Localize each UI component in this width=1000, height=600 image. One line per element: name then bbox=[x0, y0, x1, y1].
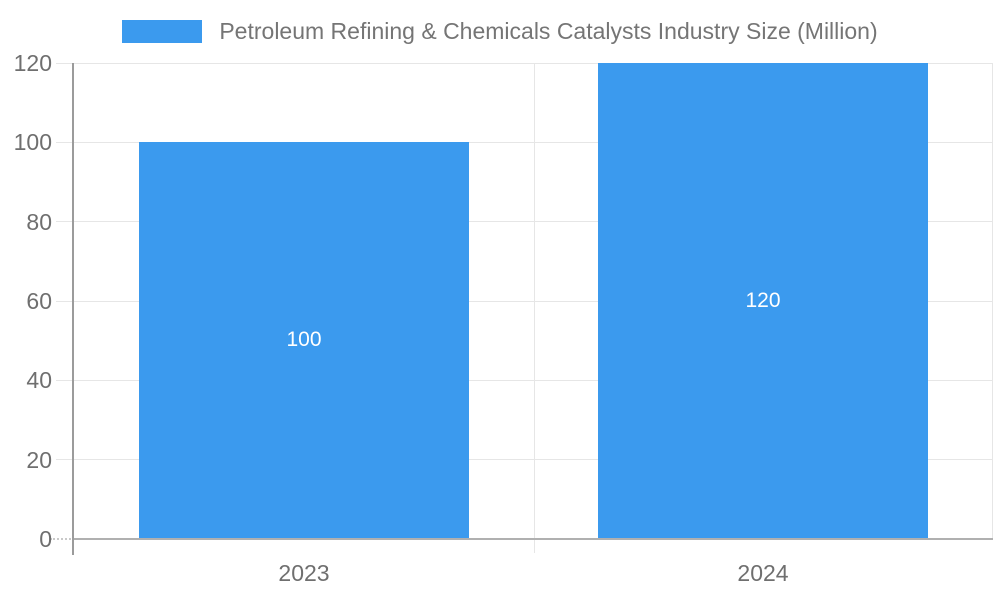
category-divider-gridline bbox=[534, 63, 535, 553]
plot-right-border bbox=[992, 63, 993, 539]
gridline-y-40 bbox=[74, 379, 993, 381]
y-axis-tick bbox=[56, 141, 74, 143]
y-axis-tick-label: 40 bbox=[26, 367, 52, 394]
bar-value-label: 120 bbox=[745, 289, 781, 312]
y-axis-tick-label: 120 bbox=[13, 50, 52, 76]
y-axis-line bbox=[72, 63, 74, 555]
gridline-y-120 bbox=[74, 62, 993, 64]
plot-area: 100 120 bbox=[74, 62, 993, 553]
bar-2024[interactable]: 120 bbox=[598, 63, 928, 539]
y-axis-tick bbox=[56, 221, 74, 223]
y-axis-tick bbox=[56, 379, 74, 381]
y-axis-tick-label: 60 bbox=[26, 288, 52, 314]
gridline-y-80 bbox=[74, 221, 993, 223]
gridline-y-100 bbox=[74, 141, 993, 143]
x-axis-category-label: 2024 bbox=[737, 560, 789, 586]
bar-value-label: 100 bbox=[286, 328, 322, 351]
x-axis-baseline bbox=[74, 538, 993, 540]
x-axis-category-label: 2023 bbox=[278, 560, 330, 586]
bar-2023[interactable]: 100 bbox=[139, 142, 469, 539]
legend-label: Petroleum Refining & Chemicals Catalysts… bbox=[219, 18, 878, 44]
y-axis-tick-label: 0 bbox=[39, 526, 52, 552]
y-axis-tick bbox=[56, 300, 74, 302]
y-axis-tick-label: 100 bbox=[13, 129, 52, 156]
y-axis-tick bbox=[56, 62, 74, 64]
gridline-y-60 bbox=[74, 300, 993, 302]
y-axis-tick bbox=[56, 459, 74, 461]
y-axis-tick-label: 80 bbox=[26, 208, 52, 235]
chart-legend[interactable]: Petroleum Refining & Chemicals Catalysts… bbox=[0, 17, 1000, 45]
y-axis-tick-label: 20 bbox=[26, 446, 52, 473]
legend-swatch bbox=[122, 19, 203, 43]
y-axis-tick bbox=[50, 538, 74, 540]
gridline-y-20 bbox=[74, 459, 993, 461]
